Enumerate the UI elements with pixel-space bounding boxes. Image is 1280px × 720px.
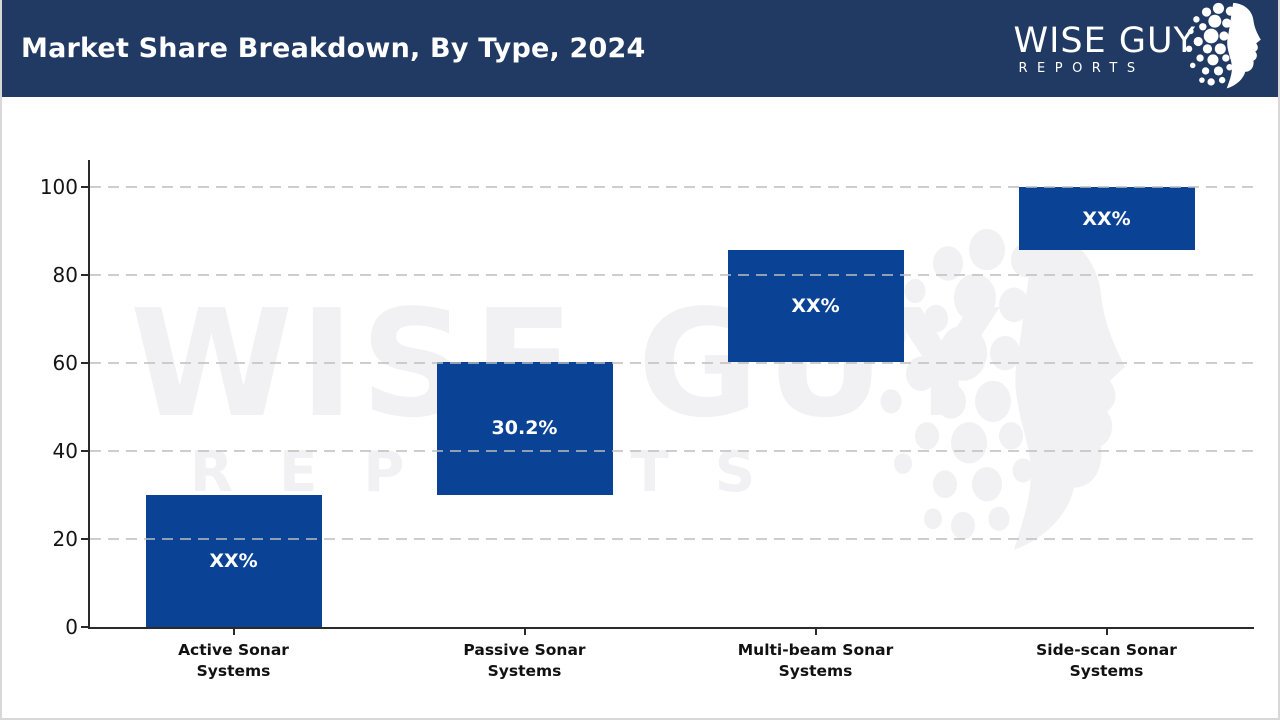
- category-label: Side-scan Sonar Systems: [962, 640, 1252, 682]
- x-tick-mark: [814, 627, 817, 635]
- x-tick-mark: [232, 627, 235, 635]
- category-label-line: Active Sonar: [178, 641, 289, 659]
- bar-label: 30.2%: [491, 417, 558, 440]
- gridline: [90, 450, 1254, 452]
- y-axis: [88, 160, 90, 627]
- gridline: [90, 538, 1254, 540]
- y-tick-mark: [81, 626, 88, 628]
- category-label-line: Systems: [196, 662, 271, 680]
- bar: [436, 361, 613, 495]
- x-tick-mark: [1105, 627, 1108, 635]
- bar: [145, 494, 322, 627]
- bar: [727, 250, 904, 362]
- y-tick-mark: [81, 450, 88, 452]
- gridline: [90, 362, 1254, 364]
- page-title: Market Share Breakdown, By Type, 2024: [21, 33, 646, 64]
- logo-text: WISE GUY REPORTS: [1013, 22, 1196, 76]
- y-tick-label: 80: [52, 263, 78, 287]
- y-tick-mark: [81, 362, 88, 364]
- watermark-face-icon: [880, 228, 1125, 550]
- y-tick-label: 60: [52, 351, 78, 375]
- y-tick-mark: [81, 186, 88, 188]
- y-tick-mark: [81, 538, 88, 540]
- logo-sub: REPORTS: [1018, 61, 1145, 76]
- category-label: Active Sonar Systems: [89, 640, 379, 682]
- category-label: Multi-beam Sonar Systems: [671, 640, 961, 682]
- bar-label: XX%: [209, 549, 258, 572]
- y-tick-label: 40: [52, 439, 78, 463]
- bar-label: XX%: [1082, 207, 1131, 230]
- header: Market Share Breakdown, By Type, 2024 WI…: [0, 0, 1280, 97]
- y-tick-label: 20: [52, 527, 78, 551]
- logo-name: WISE GUY: [1013, 21, 1196, 61]
- wiseguy-logo: WISE GUY REPORTS: [1013, 2, 1270, 94]
- category-label-line: Multi-beam Sonar: [737, 641, 894, 659]
- category-label-line: Systems: [487, 662, 562, 680]
- category-label-line: Systems: [1069, 662, 1144, 680]
- y-tick-label: 100: [39, 175, 78, 199]
- y-tick-label: 0: [65, 615, 78, 639]
- logo-face-icon: [1185, 2, 1261, 89]
- gridline: [90, 274, 1254, 276]
- category-label: Passive Sonar Systems: [380, 640, 670, 682]
- category-label-line: Passive Sonar: [463, 641, 586, 659]
- gridline: [90, 186, 1254, 188]
- category-label-line: Side-scan Sonar: [1036, 641, 1177, 659]
- x-tick-mark: [523, 627, 526, 635]
- bar-label: XX%: [791, 295, 840, 318]
- x-axis: [88, 627, 1254, 629]
- y-tick-mark: [81, 274, 88, 276]
- bar: [1018, 187, 1195, 251]
- category-label-line: Systems: [778, 662, 853, 680]
